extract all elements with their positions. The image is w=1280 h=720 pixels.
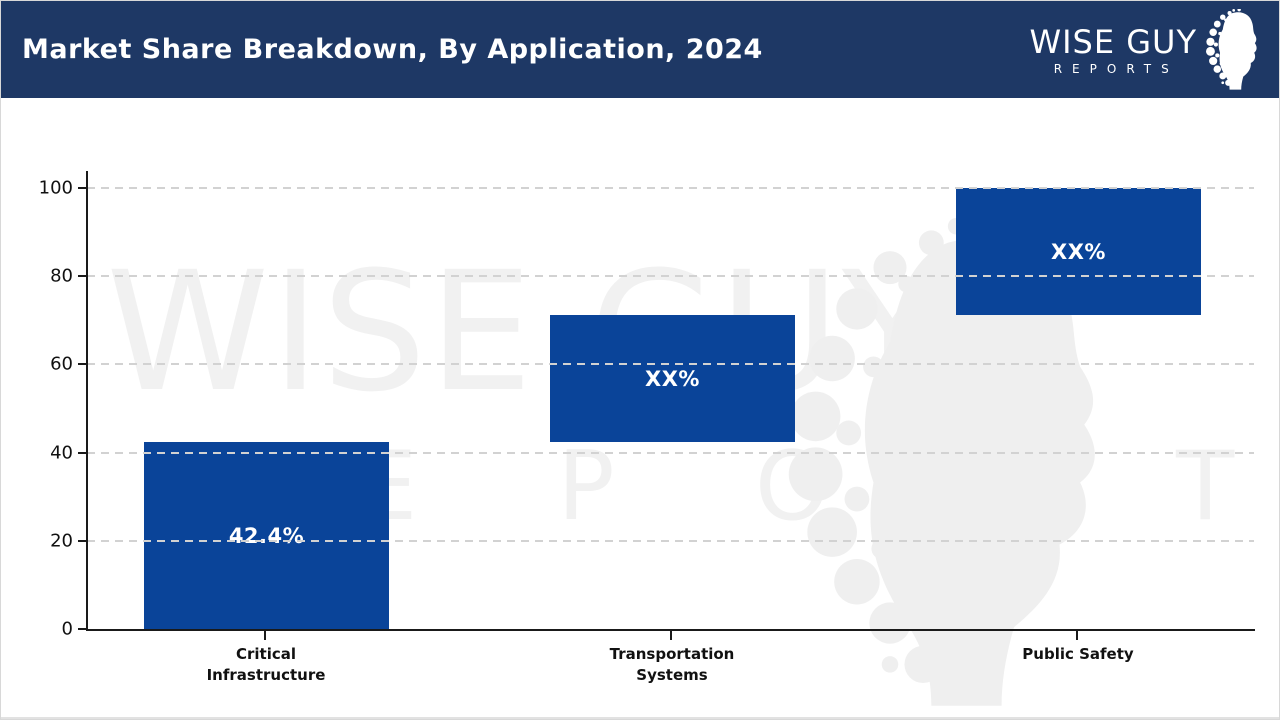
y-tick bbox=[78, 363, 86, 365]
category-line: Infrastructure bbox=[206, 666, 326, 684]
category-line: Critical bbox=[235, 645, 296, 663]
y-tick-label: 20 bbox=[50, 530, 73, 552]
category-line: Systems bbox=[636, 666, 708, 684]
y-tick-label: 80 bbox=[50, 265, 73, 287]
wiseguy-head-icon bbox=[1201, 9, 1265, 91]
wiseguy-logo: WISE GUY REPORTS bbox=[1029, 8, 1265, 92]
x-tick bbox=[670, 631, 672, 640]
y-tick bbox=[78, 275, 86, 277]
gridline-60 bbox=[87, 363, 1254, 365]
wiseguy-logo-text: WISE GUY REPORTS bbox=[1029, 25, 1197, 76]
gridline-20 bbox=[87, 540, 1254, 542]
y-tick bbox=[78, 628, 86, 630]
bottom-border bbox=[1, 717, 1279, 719]
x-category-label-public-safety: Public Safety bbox=[948, 644, 1208, 665]
y-tick-label: 0 bbox=[61, 618, 73, 640]
y-axis-line bbox=[86, 171, 88, 631]
gridline-100 bbox=[87, 187, 1254, 189]
logo-subtitle: REPORTS bbox=[1053, 61, 1179, 76]
y-tick bbox=[78, 187, 86, 189]
y-tick-label: 40 bbox=[50, 442, 73, 464]
y-tick-label: 60 bbox=[50, 353, 73, 375]
bar-public-safety: XX% bbox=[956, 188, 1201, 315]
bar-value-label: XX% bbox=[1051, 239, 1106, 264]
bar-critical-infrastructure: 42.4% bbox=[144, 442, 389, 629]
category-line: Transportation bbox=[609, 645, 735, 663]
logo-wordmark: WISE GUY bbox=[1029, 22, 1197, 61]
category-line: Public Safety bbox=[1022, 645, 1134, 663]
x-tick bbox=[264, 631, 266, 640]
chart-area: WISE GUY R E P O R T S 42.4% XX% XX% 0 2 bbox=[1, 98, 1279, 719]
gridline-80 bbox=[87, 275, 1254, 277]
page-title: Market Share Breakdown, By Application, … bbox=[22, 34, 763, 65]
y-tick-label: 100 bbox=[38, 177, 73, 199]
bar-value-label: 42.4% bbox=[228, 523, 305, 548]
bar-value-label: XX% bbox=[645, 366, 700, 391]
bar-transportation-systems: XX% bbox=[550, 315, 795, 442]
y-tick bbox=[78, 540, 86, 542]
x-axis-line bbox=[86, 629, 1255, 631]
x-category-label-transportation-systems: Transportation Systems bbox=[542, 644, 802, 686]
x-tick bbox=[1076, 631, 1078, 640]
y-tick bbox=[78, 452, 86, 454]
watermark-wordmark: WISE GUY bbox=[106, 236, 945, 428]
x-category-label-critical-infrastructure: Critical Infrastructure bbox=[136, 644, 396, 686]
gridline-40 bbox=[87, 452, 1254, 454]
header-bar: Market Share Breakdown, By Application, … bbox=[1, 1, 1279, 98]
